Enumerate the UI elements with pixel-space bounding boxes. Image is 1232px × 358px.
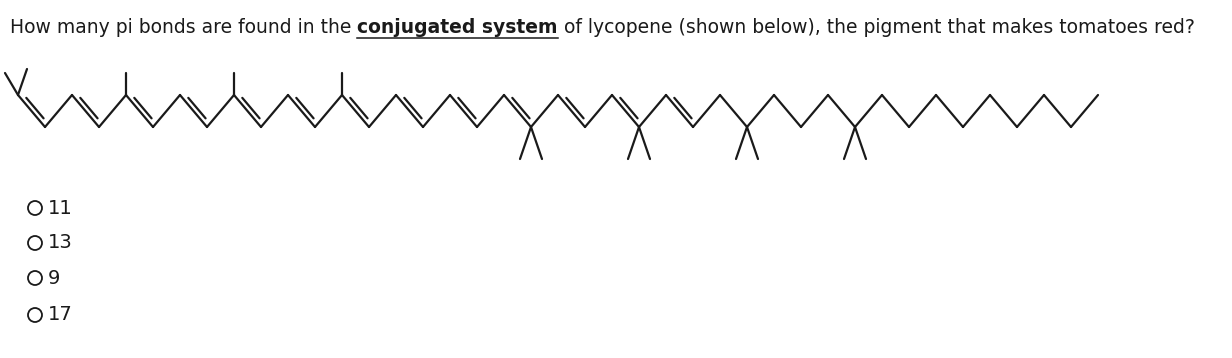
Text: 13: 13 — [48, 233, 73, 252]
Text: 17: 17 — [48, 305, 73, 324]
Text: How many pi bonds are found in the: How many pi bonds are found in the — [10, 18, 357, 37]
Text: 9: 9 — [48, 268, 60, 287]
Text: conjugated system: conjugated system — [357, 18, 558, 37]
Text: 11: 11 — [48, 198, 73, 218]
Text: of lycopene (shown below), the pigment that makes tomatoes red?: of lycopene (shown below), the pigment t… — [558, 18, 1195, 37]
